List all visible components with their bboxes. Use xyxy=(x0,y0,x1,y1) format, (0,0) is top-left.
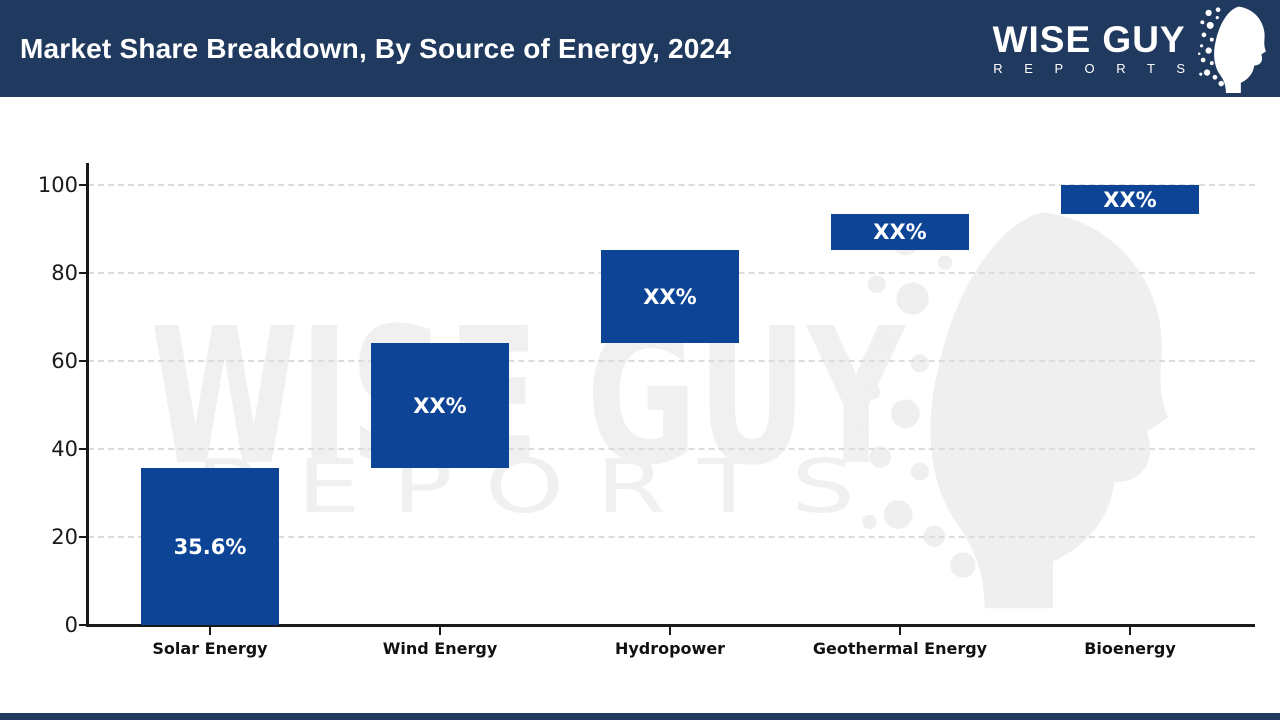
x-tick-mark xyxy=(669,627,671,635)
x-tick-label: Geothermal Energy xyxy=(812,639,988,658)
page-title: Market Share Breakdown, By Source of Ene… xyxy=(20,32,732,64)
y-tick-label: 60 xyxy=(51,349,78,373)
gridline xyxy=(88,360,1255,362)
y-tick-mark xyxy=(79,272,87,274)
bar-wind-energy: XX% xyxy=(371,343,509,469)
x-tick-label: Solar Energy xyxy=(152,639,268,658)
x-tick-mark xyxy=(439,627,441,635)
logo-text: WISE GUY R E P O R T S xyxy=(984,18,1194,77)
footer-brand-strip xyxy=(0,713,1280,720)
y-tick-mark xyxy=(79,184,87,186)
header-band: Market Share Breakdown, By Source of Ene… xyxy=(0,0,1280,97)
gridline xyxy=(88,536,1255,538)
x-tick-mark xyxy=(1129,627,1131,635)
y-tick-label: 20 xyxy=(51,525,78,549)
bar-value-label: XX% xyxy=(643,284,697,309)
y-tick-mark xyxy=(79,448,87,450)
x-tick-label: Wind Energy xyxy=(382,639,498,658)
x-tick-mark xyxy=(209,627,211,635)
y-tick-label: 100 xyxy=(37,173,78,197)
bar-value-label: XX% xyxy=(413,393,467,418)
x-tick-label: Bioenergy xyxy=(1084,639,1176,658)
bar-hydropower: XX% xyxy=(601,250,739,344)
x-tick-mark xyxy=(899,627,901,635)
y-tick-label: 80 xyxy=(51,261,78,285)
y-tick-mark xyxy=(79,536,87,538)
gridline xyxy=(88,448,1255,450)
gridline xyxy=(88,184,1255,186)
x-tick-label: Hydropower xyxy=(614,639,726,658)
x-axis-line xyxy=(86,624,1255,627)
y-tick-label: 40 xyxy=(51,437,78,461)
y-tick-label: 0 xyxy=(64,613,78,637)
bar-bioenergy: XX% xyxy=(1061,185,1199,215)
logo-subtitle: R E P O R T S xyxy=(993,60,1194,76)
bar-value-label: XX% xyxy=(1103,187,1157,212)
y-tick-mark xyxy=(79,360,87,362)
bar-value-label: 35.6% xyxy=(173,534,247,559)
bar-value-label: XX% xyxy=(873,220,927,245)
y-axis-line xyxy=(86,163,89,627)
bar-solar-energy: 35.6% xyxy=(141,468,279,625)
y-tick-mark xyxy=(79,624,87,626)
bar-geothermal-energy: XX% xyxy=(831,214,969,251)
logo-wordmark: WISE GUY xyxy=(992,18,1186,60)
wise-guy-logo: WISE GUY R E P O R T S xyxy=(984,0,1270,97)
